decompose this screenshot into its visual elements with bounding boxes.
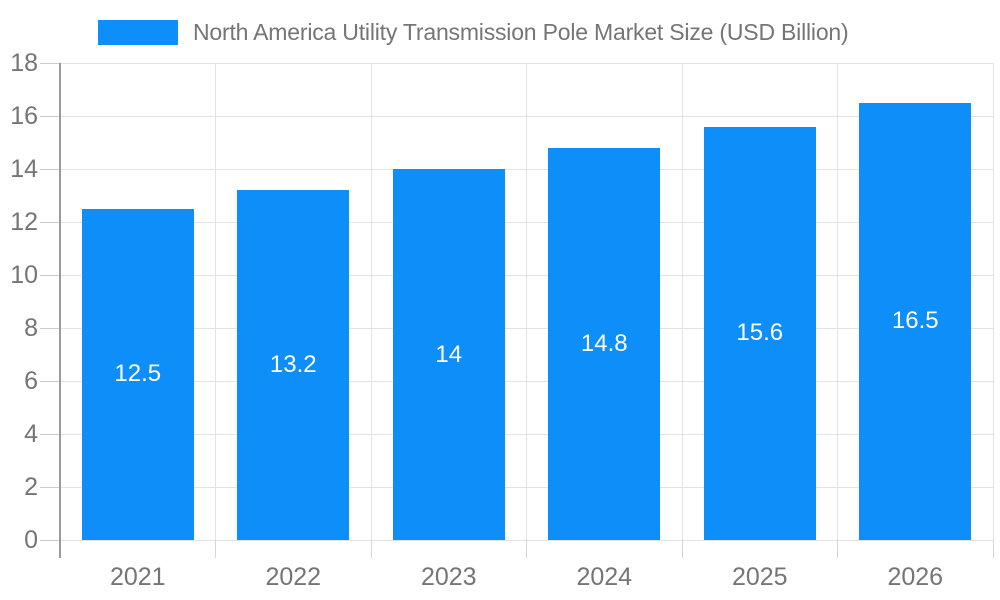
gridline-v — [681, 63, 683, 540]
y-tick — [40, 62, 60, 64]
x-tick — [215, 540, 216, 558]
y-tick — [40, 433, 60, 435]
bar-2023[interactable]: 14 — [392, 169, 505, 540]
bar-2026[interactable]: 16.5 — [859, 102, 972, 540]
y-axis-label: 14 — [10, 155, 38, 183]
y-tick — [40, 380, 60, 382]
bar-value-label: 14.8 — [580, 329, 628, 357]
legend-swatch — [98, 20, 178, 45]
x-axis-label: 2024 — [576, 563, 633, 591]
y-tick — [40, 539, 60, 541]
y-axis-label: 2 — [24, 473, 38, 501]
y-tick — [40, 486, 60, 488]
x-tick — [837, 540, 838, 558]
x-tick — [370, 540, 372, 558]
y-tick — [40, 327, 60, 329]
gridline-v — [215, 63, 216, 540]
x-tick — [526, 540, 527, 558]
y-tick — [40, 168, 60, 170]
x-axis-label: 2025 — [731, 563, 788, 591]
y-axis-label: 10 — [10, 261, 38, 289]
bar-2025[interactable]: 15.6 — [703, 126, 816, 540]
bar-2021[interactable]: 12.5 — [81, 208, 194, 540]
bar-value-label: 14 — [435, 340, 463, 368]
x-tick — [681, 540, 683, 558]
gridline-v — [992, 63, 994, 540]
y-axis-label: 6 — [24, 367, 38, 395]
plot-area: 12.5 13.2 14 14.8 15.6 16.5 — [40, 62, 994, 558]
y-axis-label: 4 — [24, 420, 38, 448]
bar-value-label: 12.5 — [114, 360, 162, 388]
bar-2024[interactable]: 14.8 — [548, 147, 661, 540]
x-tick — [992, 540, 994, 558]
y-axis-label: 12 — [10, 208, 38, 236]
y-axis-label: 0 — [24, 526, 38, 554]
y-tick — [40, 221, 60, 223]
x-axis-label: 2023 — [420, 563, 477, 591]
bar-2022[interactable]: 13.2 — [237, 190, 350, 540]
gridline-v — [526, 63, 527, 540]
y-tick — [40, 274, 60, 276]
bar-value-label: 15.6 — [736, 319, 784, 347]
x-axis-label: 2021 — [109, 563, 166, 591]
bar-value-label: 13.2 — [269, 351, 317, 379]
y-axis-label: 18 — [10, 49, 38, 77]
y-tick — [40, 115, 60, 117]
gridline-v — [370, 63, 372, 540]
legend[interactable]: North America Utility Transmission Pole … — [98, 19, 849, 45]
y-axis-line — [59, 63, 61, 558]
gridline-v — [837, 63, 838, 540]
legend-label: North America Utility Transmission Pole … — [193, 19, 849, 45]
x-axis-label: 2022 — [265, 563, 322, 591]
bar-value-label: 16.5 — [891, 307, 939, 335]
x-axis-label: 2026 — [887, 563, 944, 591]
y-axis-label: 16 — [10, 102, 38, 130]
y-axis-label: 8 — [24, 314, 38, 342]
